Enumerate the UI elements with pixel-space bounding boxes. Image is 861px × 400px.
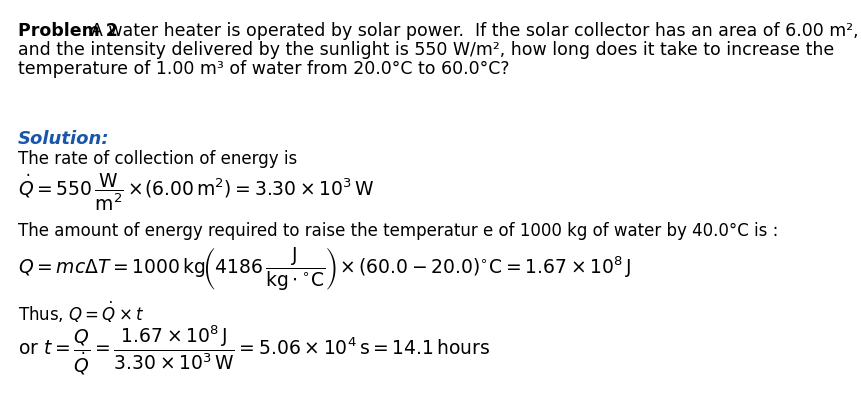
Text: or $t = \dfrac{Q}{\dot{Q}} = \dfrac{1.67\times 10^8\,\mathrm{J}}{3.30\times 10^3: or $t = \dfrac{Q}{\dot{Q}} = \dfrac{1.67… bbox=[18, 323, 491, 377]
Text: Solution:: Solution: bbox=[18, 130, 109, 148]
Text: Thus, $Q = \dot{Q}\times t$: Thus, $Q = \dot{Q}\times t$ bbox=[18, 300, 145, 325]
Text: A water heater is operated by solar power.  If the solar collector has an area o: A water heater is operated by solar powe… bbox=[91, 22, 858, 40]
Text: $\dot{Q} = 550\,\dfrac{\mathrm{W}}{\mathrm{m}^2}\times\!\left(6.00\,\mathrm{m}^2: $\dot{Q} = 550\,\dfrac{\mathrm{W}}{\math… bbox=[18, 172, 375, 213]
Text: and the intensity delivered by the sunlight is 550 W/m², how long does it take t: and the intensity delivered by the sunli… bbox=[18, 41, 834, 59]
Text: $Q = mc\Delta T = 1000\,\mathrm{kg}\!\left(4186\,\dfrac{\mathrm{J}}{\mathrm{kg}\: $Q = mc\Delta T = 1000\,\mathrm{kg}\!\le… bbox=[18, 245, 631, 292]
Text: temperature of 1.00 m³ of water from 20.0°C to 60.0°C?: temperature of 1.00 m³ of water from 20.… bbox=[18, 60, 510, 78]
Text: Problem 2: Problem 2 bbox=[18, 22, 118, 40]
Text: The rate of collection of energy is: The rate of collection of energy is bbox=[18, 150, 297, 168]
Text: The amount of energy required to raise the temperatur e of 1000 kg of water by 4: The amount of energy required to raise t… bbox=[18, 222, 778, 240]
